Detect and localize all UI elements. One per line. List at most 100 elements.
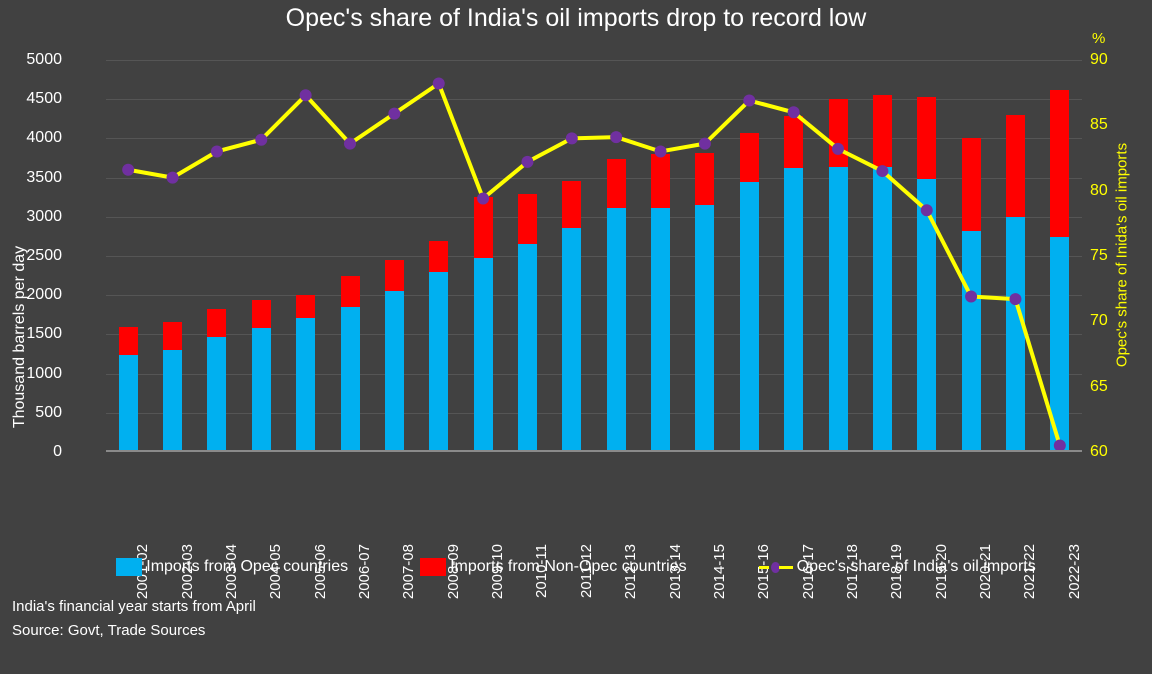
footnote-financial-year: India's financial year starts from April: [12, 598, 256, 615]
bar-segment-opec[interactable]: [296, 317, 316, 452]
share-line-marker[interactable]: [654, 145, 667, 158]
bar-segment-non-opec[interactable]: [562, 180, 582, 228]
right-axis-tick-label: 75: [1090, 247, 1108, 264]
bar-segment-non-opec[interactable]: [872, 94, 892, 167]
bar-segment-opec[interactable]: [1005, 216, 1025, 452]
legend-item-non-opec[interactable]: Imports from Non-Opec countries: [420, 558, 687, 576]
bar-segment-opec[interactable]: [739, 181, 759, 452]
bar-segment-non-opec[interactable]: [917, 96, 937, 180]
bar-group[interactable]: [473, 60, 493, 452]
bar-segment-non-opec[interactable]: [784, 116, 804, 169]
bar-group[interactable]: [251, 60, 271, 452]
bar-segment-non-opec[interactable]: [651, 154, 671, 209]
right-axis-tick-label: 70: [1090, 312, 1108, 330]
bar-segment-opec[interactable]: [429, 271, 449, 452]
bar-segment-opec[interactable]: [517, 244, 537, 452]
bar-segment-opec[interactable]: [163, 350, 183, 452]
bar-group[interactable]: [1050, 60, 1070, 452]
share-line-marker[interactable]: [1053, 439, 1066, 452]
x-axis-baseline: [106, 450, 1082, 452]
share-line-marker[interactable]: [610, 131, 623, 144]
bar-segment-non-opec[interactable]: [384, 259, 404, 292]
share-line-marker[interactable]: [1009, 293, 1022, 306]
bar-group[interactable]: [517, 60, 537, 452]
bar-segment-non-opec[interactable]: [1050, 89, 1070, 238]
bar-group[interactable]: [296, 60, 316, 452]
bar-segment-opec[interactable]: [251, 328, 271, 452]
bar-segment-opec[interactable]: [784, 168, 804, 452]
legend-swatch-opec-icon: [116, 558, 143, 576]
share-line-marker[interactable]: [698, 137, 711, 150]
bar-group[interactable]: [163, 60, 183, 452]
gridline: [106, 256, 1082, 257]
bar-segment-opec[interactable]: [606, 208, 626, 452]
bar-segment-non-opec[interactable]: [251, 299, 271, 329]
bar-segment-opec[interactable]: [207, 336, 227, 452]
gridline: [106, 216, 1082, 218]
bar-group[interactable]: [651, 60, 671, 452]
bar-segment-non-opec[interactable]: [207, 308, 227, 337]
bar-group[interactable]: [562, 60, 582, 452]
bar-segment-non-opec[interactable]: [606, 158, 626, 209]
share-line-marker[interactable]: [787, 106, 800, 119]
legend-item-share-line[interactable]: Opec's share of India's oil imports: [758, 558, 1036, 576]
bar-group[interactable]: [118, 60, 138, 452]
share-line-marker[interactable]: [521, 155, 534, 168]
bar-segment-non-opec[interactable]: [429, 241, 449, 272]
share-line-marker[interactable]: [388, 107, 401, 120]
bar-segment-opec[interactable]: [562, 227, 582, 452]
share-line-marker[interactable]: [299, 89, 312, 102]
bar-segment-opec[interactable]: [695, 205, 715, 452]
share-line-marker[interactable]: [122, 163, 135, 176]
share-line-marker[interactable]: [565, 132, 578, 145]
share-line-marker[interactable]: [432, 77, 445, 90]
bar-segment-non-opec[interactable]: [163, 321, 183, 351]
bar-segment-non-opec[interactable]: [695, 153, 715, 206]
bar-segment-non-opec[interactable]: [473, 197, 493, 258]
bar-segment-opec[interactable]: [1050, 237, 1070, 452]
share-line-marker[interactable]: [344, 137, 356, 150]
bar-group[interactable]: [1005, 60, 1025, 452]
gridline: [106, 295, 1082, 297]
bar-group[interactable]: [429, 60, 449, 452]
bar-group[interactable]: [784, 60, 804, 452]
bar-group[interactable]: [695, 60, 715, 452]
bar-segment-non-opec[interactable]: [296, 295, 316, 318]
bar-segment-non-opec[interactable]: [961, 137, 981, 231]
share-line-marker[interactable]: [477, 192, 490, 205]
bar-group[interactable]: [207, 60, 227, 452]
bar-group[interactable]: [384, 60, 404, 452]
share-line-marker[interactable]: [965, 290, 978, 303]
bar-group[interactable]: [340, 60, 360, 452]
bar-segment-opec[interactable]: [384, 291, 404, 452]
bar-segment-opec[interactable]: [651, 208, 671, 452]
bar-segment-opec[interactable]: [872, 166, 892, 452]
left-axis-tick-label: 0: [53, 443, 62, 460]
bar-segment-non-opec[interactable]: [517, 194, 537, 245]
share-line-marker[interactable]: [210, 145, 223, 158]
bar-group[interactable]: [606, 60, 626, 452]
bar-segment-non-opec[interactable]: [1005, 114, 1025, 217]
bar-group[interactable]: [917, 60, 937, 452]
bar-segment-opec[interactable]: [917, 179, 937, 452]
bar-segment-non-opec[interactable]: [118, 326, 138, 355]
bar-group[interactable]: [739, 60, 759, 452]
legend-item-opec[interactable]: Imports from Opec countries: [116, 558, 348, 576]
right-axis-tick-label: 65: [1090, 377, 1108, 395]
bar-segment-opec[interactable]: [340, 306, 360, 452]
bar-group[interactable]: [872, 60, 892, 452]
bar-segment-opec[interactable]: [828, 166, 848, 452]
legend-label-non-opec: Imports from Non-Opec countries: [450, 558, 687, 575]
share-line-marker[interactable]: [920, 204, 933, 217]
left-axis-tick-label: 4500: [26, 90, 62, 108]
share-line-marker[interactable]: [166, 171, 179, 184]
bar-segment-non-opec[interactable]: [739, 132, 759, 182]
bar-segment-opec[interactable]: [473, 257, 493, 452]
share-line-marker[interactable]: [876, 165, 889, 178]
share-line-marker[interactable]: [832, 142, 844, 155]
bar-segment-non-opec[interactable]: [340, 275, 360, 307]
gridline: [106, 412, 1082, 414]
share-line-marker[interactable]: [255, 133, 268, 146]
share-line-marker[interactable]: [743, 94, 756, 107]
bar-segment-opec[interactable]: [118, 354, 138, 452]
